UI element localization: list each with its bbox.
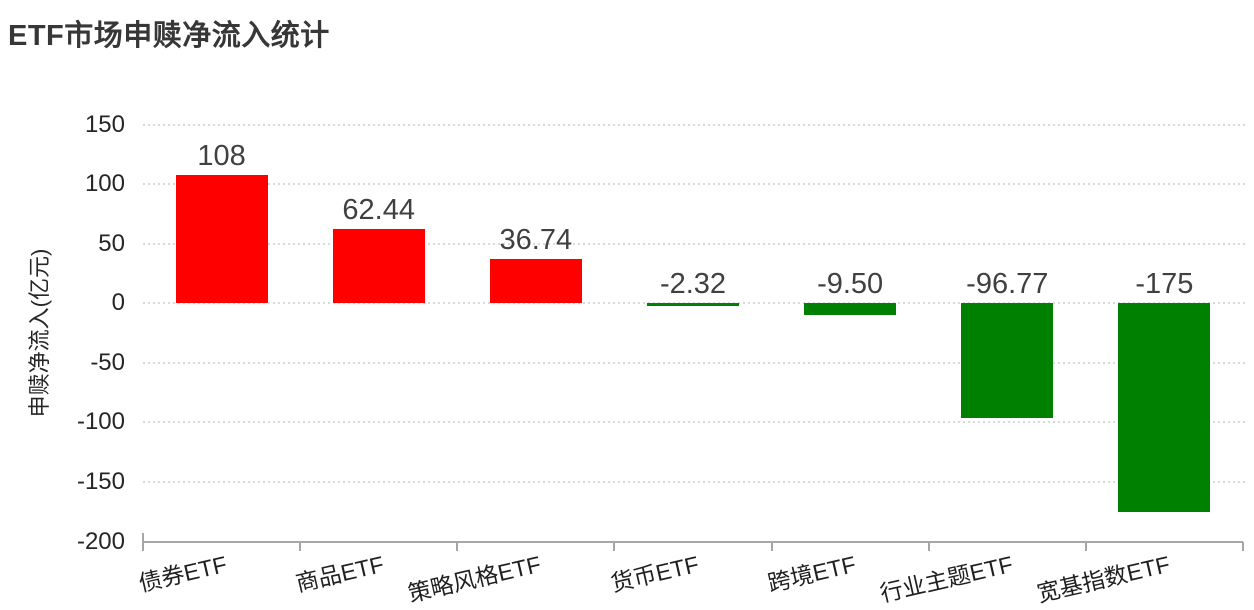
- bar-债券ETF: [175, 174, 268, 304]
- x-category-label: 商品ETF: [293, 550, 387, 596]
- x-axis-tick: [770, 541, 773, 551]
- chart-title: ETF市场申赎净流入统计: [8, 20, 330, 52]
- y-tick-label: -150: [76, 467, 125, 495]
- x-category-label: 债券ETF: [136, 550, 230, 596]
- gridline: [143, 421, 1247, 424]
- y-tick-label: -50: [90, 348, 125, 376]
- bar-value-label: -175: [1135, 268, 1194, 301]
- x-axis-tick: [1242, 541, 1244, 551]
- bar-value-label: -2.32: [659, 268, 727, 301]
- bar-策略风格ETF: [489, 259, 582, 304]
- y-tick-label: 150: [84, 110, 125, 138]
- y-tick-label: 0: [111, 289, 125, 317]
- x-category-label: 宽基指数ETF: [1034, 550, 1173, 607]
- x-axis-tick: [456, 541, 459, 551]
- x-category-label: 跨境ETF: [764, 550, 859, 596]
- y-tick-label: 100: [84, 170, 125, 198]
- gridline: [143, 242, 1247, 245]
- x-axis-tick: [142, 532, 144, 551]
- x-axis-line: [143, 540, 1243, 543]
- x-axis-tick: [613, 541, 616, 551]
- gridline: [143, 183, 1247, 186]
- y-tick-label: 50: [98, 229, 125, 257]
- bar-行业主题ETF: [961, 303, 1054, 419]
- x-axis-tick: [927, 541, 930, 551]
- x-category-label: 行业主题ETF: [877, 550, 1016, 607]
- y-tick-label: -100: [76, 408, 125, 436]
- bar-跨境ETF: [804, 303, 897, 315]
- gridline: [143, 361, 1247, 364]
- gridline: [143, 123, 1247, 126]
- gridline: [143, 480, 1247, 483]
- bar-商品ETF: [332, 228, 425, 304]
- x-axis-tick: [1084, 541, 1087, 551]
- bar-value-label: -9.50: [817, 268, 884, 301]
- x-axis-tick: [299, 541, 302, 551]
- y-tick-label: -200: [76, 527, 125, 555]
- x-category-label: 策略风格ETF: [405, 550, 544, 607]
- bar-value-label: -96.77: [966, 268, 1049, 301]
- bar-value-label: 108: [197, 139, 246, 172]
- x-category-label: 货币ETF: [607, 550, 701, 596]
- bar-宽基指数ETF: [1118, 303, 1211, 512]
- bar-value-label: 36.74: [499, 224, 573, 257]
- bar-货币ETF: [647, 303, 739, 306]
- bar-value-label: 62.44: [342, 193, 415, 226]
